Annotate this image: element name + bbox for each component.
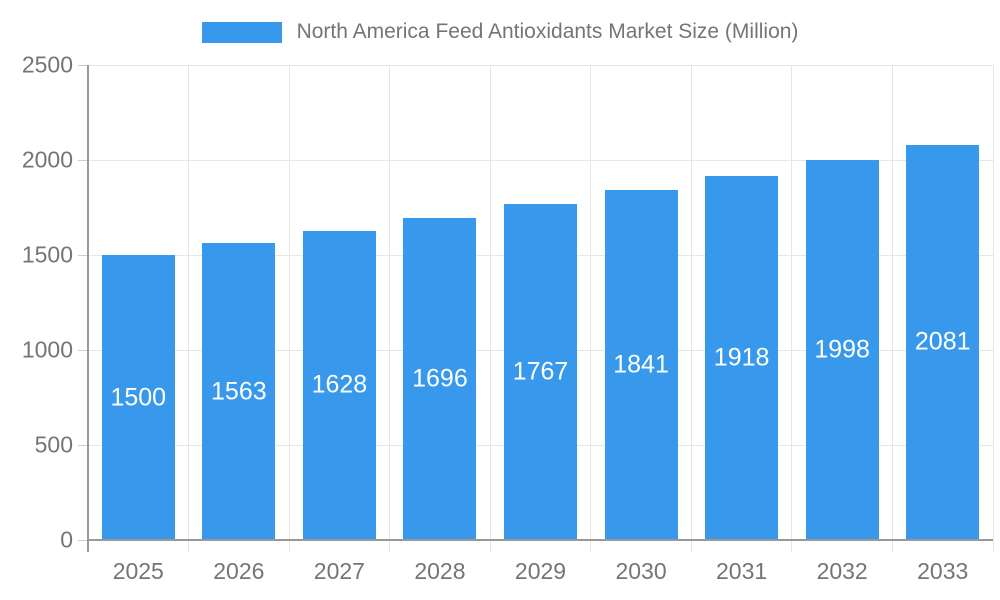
y-axis-label: 1000 xyxy=(21,336,73,363)
y-axis-tick xyxy=(78,349,88,351)
gridline-horizontal xyxy=(88,159,993,161)
bar-value-label: 1998 xyxy=(814,335,870,364)
gridline-vertical xyxy=(188,65,190,552)
y-axis-label: 2500 xyxy=(21,51,73,78)
gridline-vertical xyxy=(791,65,793,552)
y-axis-tick xyxy=(78,159,88,161)
y-axis-label: 0 xyxy=(60,526,73,553)
legend-label: North America Feed Antioxidants Market S… xyxy=(296,20,799,43)
gridline-vertical xyxy=(288,65,290,552)
y-axis-tick xyxy=(78,539,88,541)
y-axis-label: 2000 xyxy=(21,146,73,173)
gridline-vertical xyxy=(389,65,391,552)
gridline-vertical xyxy=(891,65,893,552)
x-axis-line xyxy=(87,539,993,541)
bar-2026 xyxy=(202,243,276,540)
gridline-horizontal xyxy=(88,64,993,66)
bar-value-label: 1628 xyxy=(311,370,368,399)
x-axis-label: 2030 xyxy=(615,558,667,584)
gridline-vertical xyxy=(690,65,692,552)
plot-area: 1500 1563 1628 1696 1767 1841 1918 1998 2081 xyxy=(88,64,993,540)
bar-2025 xyxy=(101,255,175,540)
x-axis-label: 2031 xyxy=(716,558,768,584)
y-axis-tick xyxy=(78,254,88,256)
bar-value-label: 2081 xyxy=(914,327,971,356)
x-axis-label: 2025 xyxy=(112,558,164,584)
bar-2028 xyxy=(403,217,477,540)
gridline-vertical xyxy=(489,65,491,552)
chart-legend: North America Feed Antioxidants Market S… xyxy=(0,20,1000,44)
gridline-vertical xyxy=(992,65,994,552)
bar-value-label: 1767 xyxy=(512,357,569,386)
bar-2027 xyxy=(302,230,376,540)
gridline-vertical xyxy=(590,65,592,552)
bar-value-label: 1841 xyxy=(613,350,669,379)
y-axis-tick xyxy=(78,64,88,66)
bar-value-label: 1918 xyxy=(713,343,770,372)
y-axis-line xyxy=(87,65,89,552)
legend-swatch xyxy=(201,21,282,43)
bar-2030 xyxy=(604,190,678,540)
x-axis-label: 2027 xyxy=(313,558,365,584)
bar-value-label: 1696 xyxy=(412,364,468,393)
bar-value-label: 1563 xyxy=(211,377,267,405)
x-axis-label: 2032 xyxy=(816,558,868,584)
y-axis-label: 1500 xyxy=(21,241,73,268)
x-axis-label: 2028 xyxy=(414,558,466,584)
bar-2031 xyxy=(705,175,779,540)
x-axis-label: 2033 xyxy=(917,558,969,584)
y-axis-label: 500 xyxy=(34,431,73,458)
bar-2029 xyxy=(504,204,577,540)
y-axis-tick xyxy=(78,444,88,446)
bar-2032 xyxy=(805,160,879,540)
x-axis-label: 2029 xyxy=(514,558,567,584)
bar-2033 xyxy=(906,144,980,540)
x-axis-label: 2026 xyxy=(213,558,265,584)
bar-value-label: 1500 xyxy=(110,383,167,411)
